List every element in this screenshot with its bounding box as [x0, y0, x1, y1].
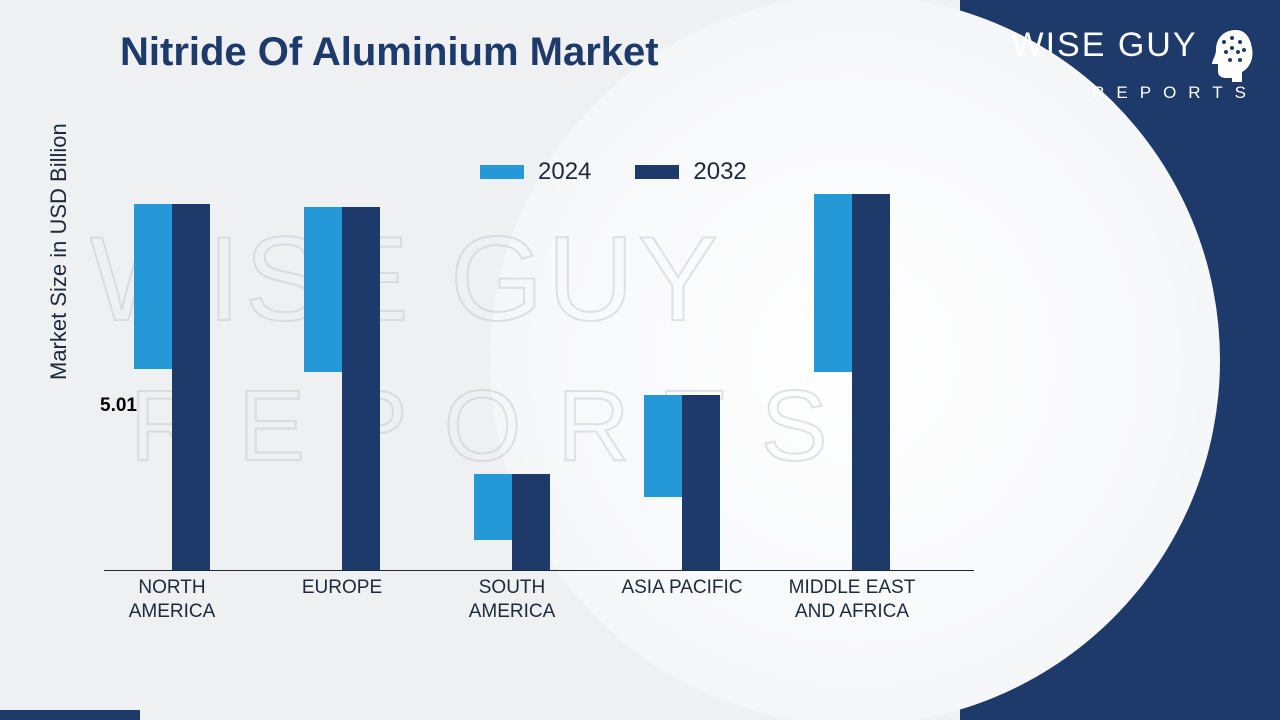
bar-group	[644, 395, 720, 570]
x-axis-label: MIDDLE EAST AND AFRICA	[777, 576, 927, 624]
bar-2032	[342, 207, 380, 570]
bar-group	[814, 194, 890, 570]
value-label-5-01: 5.01	[100, 395, 137, 417]
logo-line1: WISE GUY	[1012, 26, 1198, 64]
bar-2032	[512, 474, 550, 570]
y-axis-label: Market Size in USD Billion	[46, 123, 72, 380]
x-axis-label: NORTH AMERICA	[97, 576, 247, 624]
bar-group	[304, 207, 380, 570]
footer-accent-bar	[0, 710, 140, 720]
bar-2024	[814, 194, 852, 372]
bar-2024	[474, 474, 512, 540]
x-axis-label: SOUTH AMERICA	[437, 576, 587, 624]
bar-group	[134, 204, 210, 570]
bar-2032	[682, 395, 720, 570]
logo-line2: REPORTS	[1012, 84, 1258, 101]
bar-2024	[644, 395, 682, 497]
bar-group	[474, 474, 550, 570]
x-axis-label: EUROPE	[267, 576, 417, 600]
bar-2032	[852, 194, 890, 570]
bar-2024	[134, 204, 172, 369]
page-title: Nitride Of Aluminium Market	[120, 30, 659, 75]
logo: WISE GUY REPORTS	[1012, 28, 1258, 101]
bar-2024	[304, 207, 342, 372]
head-icon	[1208, 28, 1258, 82]
bar-2032	[172, 204, 210, 570]
x-axis-label: ASIA PACIFIC	[607, 576, 757, 600]
chart-area	[104, 174, 974, 571]
